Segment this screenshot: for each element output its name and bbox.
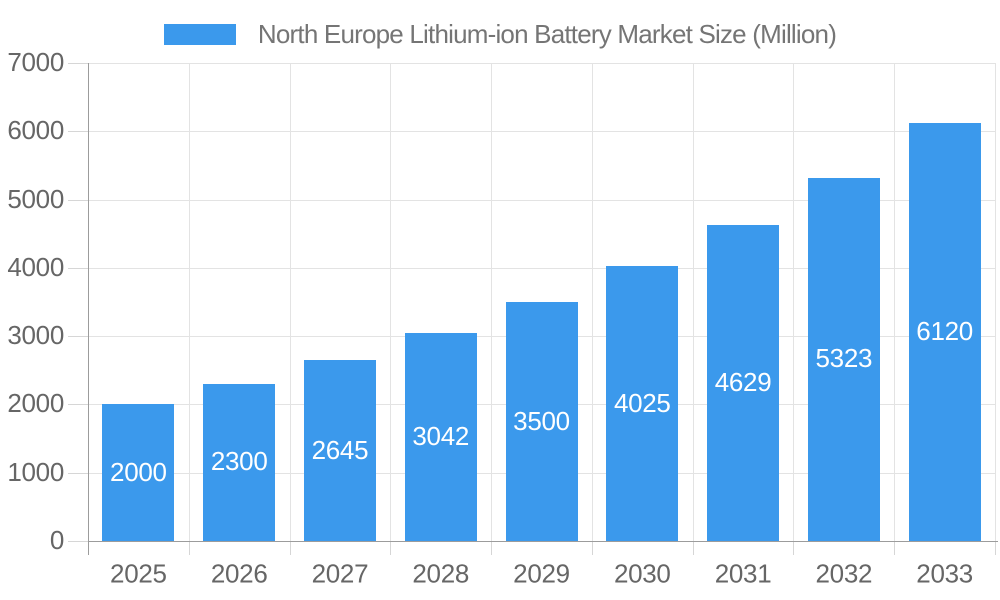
x-axis-label: 2032 bbox=[815, 558, 873, 589]
bar-value-label: 3500 bbox=[513, 405, 570, 436]
y-grid-line bbox=[88, 199, 995, 201]
x-axis-label: 2029 bbox=[513, 558, 570, 589]
x-grid-line bbox=[995, 63, 996, 541]
x-axis-line bbox=[88, 541, 998, 542]
x-axis-tick bbox=[793, 541, 795, 555]
y-grid-line bbox=[88, 63, 995, 64]
x-axis-label: 2031 bbox=[714, 558, 772, 589]
y-axis-tick bbox=[68, 541, 88, 542]
bar-2032[interactable] bbox=[807, 177, 880, 541]
y-grid-line bbox=[88, 267, 995, 269]
x-grid-line bbox=[188, 63, 190, 541]
y-axis-tick bbox=[68, 131, 88, 133]
x-axis-tick bbox=[591, 541, 593, 555]
x-axis-label: 2026 bbox=[210, 558, 268, 589]
x-axis-tick bbox=[188, 541, 190, 555]
x-axis-label: 2027 bbox=[311, 558, 369, 589]
x-axis-label: 2025 bbox=[110, 558, 167, 589]
bar-value-label: 3042 bbox=[412, 421, 470, 452]
x-axis-tick bbox=[692, 541, 694, 555]
y-axis-tick bbox=[68, 404, 88, 406]
y-axis-tick bbox=[68, 472, 88, 474]
legend: North Europe Lithium-ion Battery Market … bbox=[0, 18, 1000, 49]
bar-2029[interactable] bbox=[505, 302, 578, 541]
bar-value-label: 4025 bbox=[613, 387, 671, 418]
x-axis-tick bbox=[289, 541, 291, 555]
y-axis-tick bbox=[68, 267, 88, 269]
chart-title: North Europe Lithium-ion Battery Market … bbox=[257, 18, 837, 49]
y-axis-label: 6000 bbox=[7, 115, 64, 146]
x-axis-tick bbox=[491, 541, 493, 555]
bar-value-label: 4629 bbox=[714, 366, 772, 397]
bar-2028[interactable] bbox=[404, 333, 477, 541]
y-axis-label: 7000 bbox=[7, 46, 64, 77]
x-grid-line bbox=[390, 63, 392, 541]
bar-value-label: 2645 bbox=[311, 434, 369, 465]
bar-2033[interactable] bbox=[908, 123, 981, 541]
x-axis-tick bbox=[390, 541, 392, 555]
y-axis-label: 5000 bbox=[7, 183, 64, 214]
x-grid-line bbox=[591, 63, 593, 541]
x-axis-label: 2033 bbox=[916, 558, 973, 589]
y-axis-tick bbox=[68, 63, 88, 64]
bar-value-label: 2000 bbox=[110, 456, 167, 487]
y-axis-label: 0 bbox=[49, 524, 64, 555]
y-axis-label: 3000 bbox=[7, 320, 64, 351]
y-axis-line bbox=[88, 63, 89, 555]
bar-2026[interactable] bbox=[203, 383, 276, 541]
legend-swatch[interactable] bbox=[163, 23, 236, 45]
y-axis-label: 2000 bbox=[7, 388, 64, 419]
x-axis-label: 2030 bbox=[613, 558, 671, 589]
y-axis-tick bbox=[68, 336, 88, 338]
y-axis-label: 4000 bbox=[7, 251, 64, 282]
bar-2025[interactable] bbox=[102, 404, 175, 541]
bar-2027[interactable] bbox=[303, 360, 376, 541]
bar-value-label: 5323 bbox=[815, 343, 873, 374]
y-grid-line bbox=[88, 131, 995, 133]
x-axis-tick bbox=[894, 541, 896, 555]
x-grid-line bbox=[289, 63, 291, 541]
bar-2031[interactable] bbox=[707, 224, 780, 541]
y-axis-tick bbox=[68, 199, 88, 201]
x-grid-line bbox=[894, 63, 896, 541]
y-axis-label: 1000 bbox=[7, 456, 64, 487]
x-grid-line bbox=[793, 63, 795, 541]
x-grid-line bbox=[491, 63, 493, 541]
bar-value-label: 2300 bbox=[210, 446, 268, 477]
x-grid-line bbox=[692, 63, 694, 541]
x-axis-label: 2028 bbox=[412, 558, 470, 589]
bar-value-label: 6120 bbox=[916, 315, 973, 346]
bar-2030[interactable] bbox=[606, 266, 679, 541]
x-axis-tick bbox=[995, 541, 996, 555]
